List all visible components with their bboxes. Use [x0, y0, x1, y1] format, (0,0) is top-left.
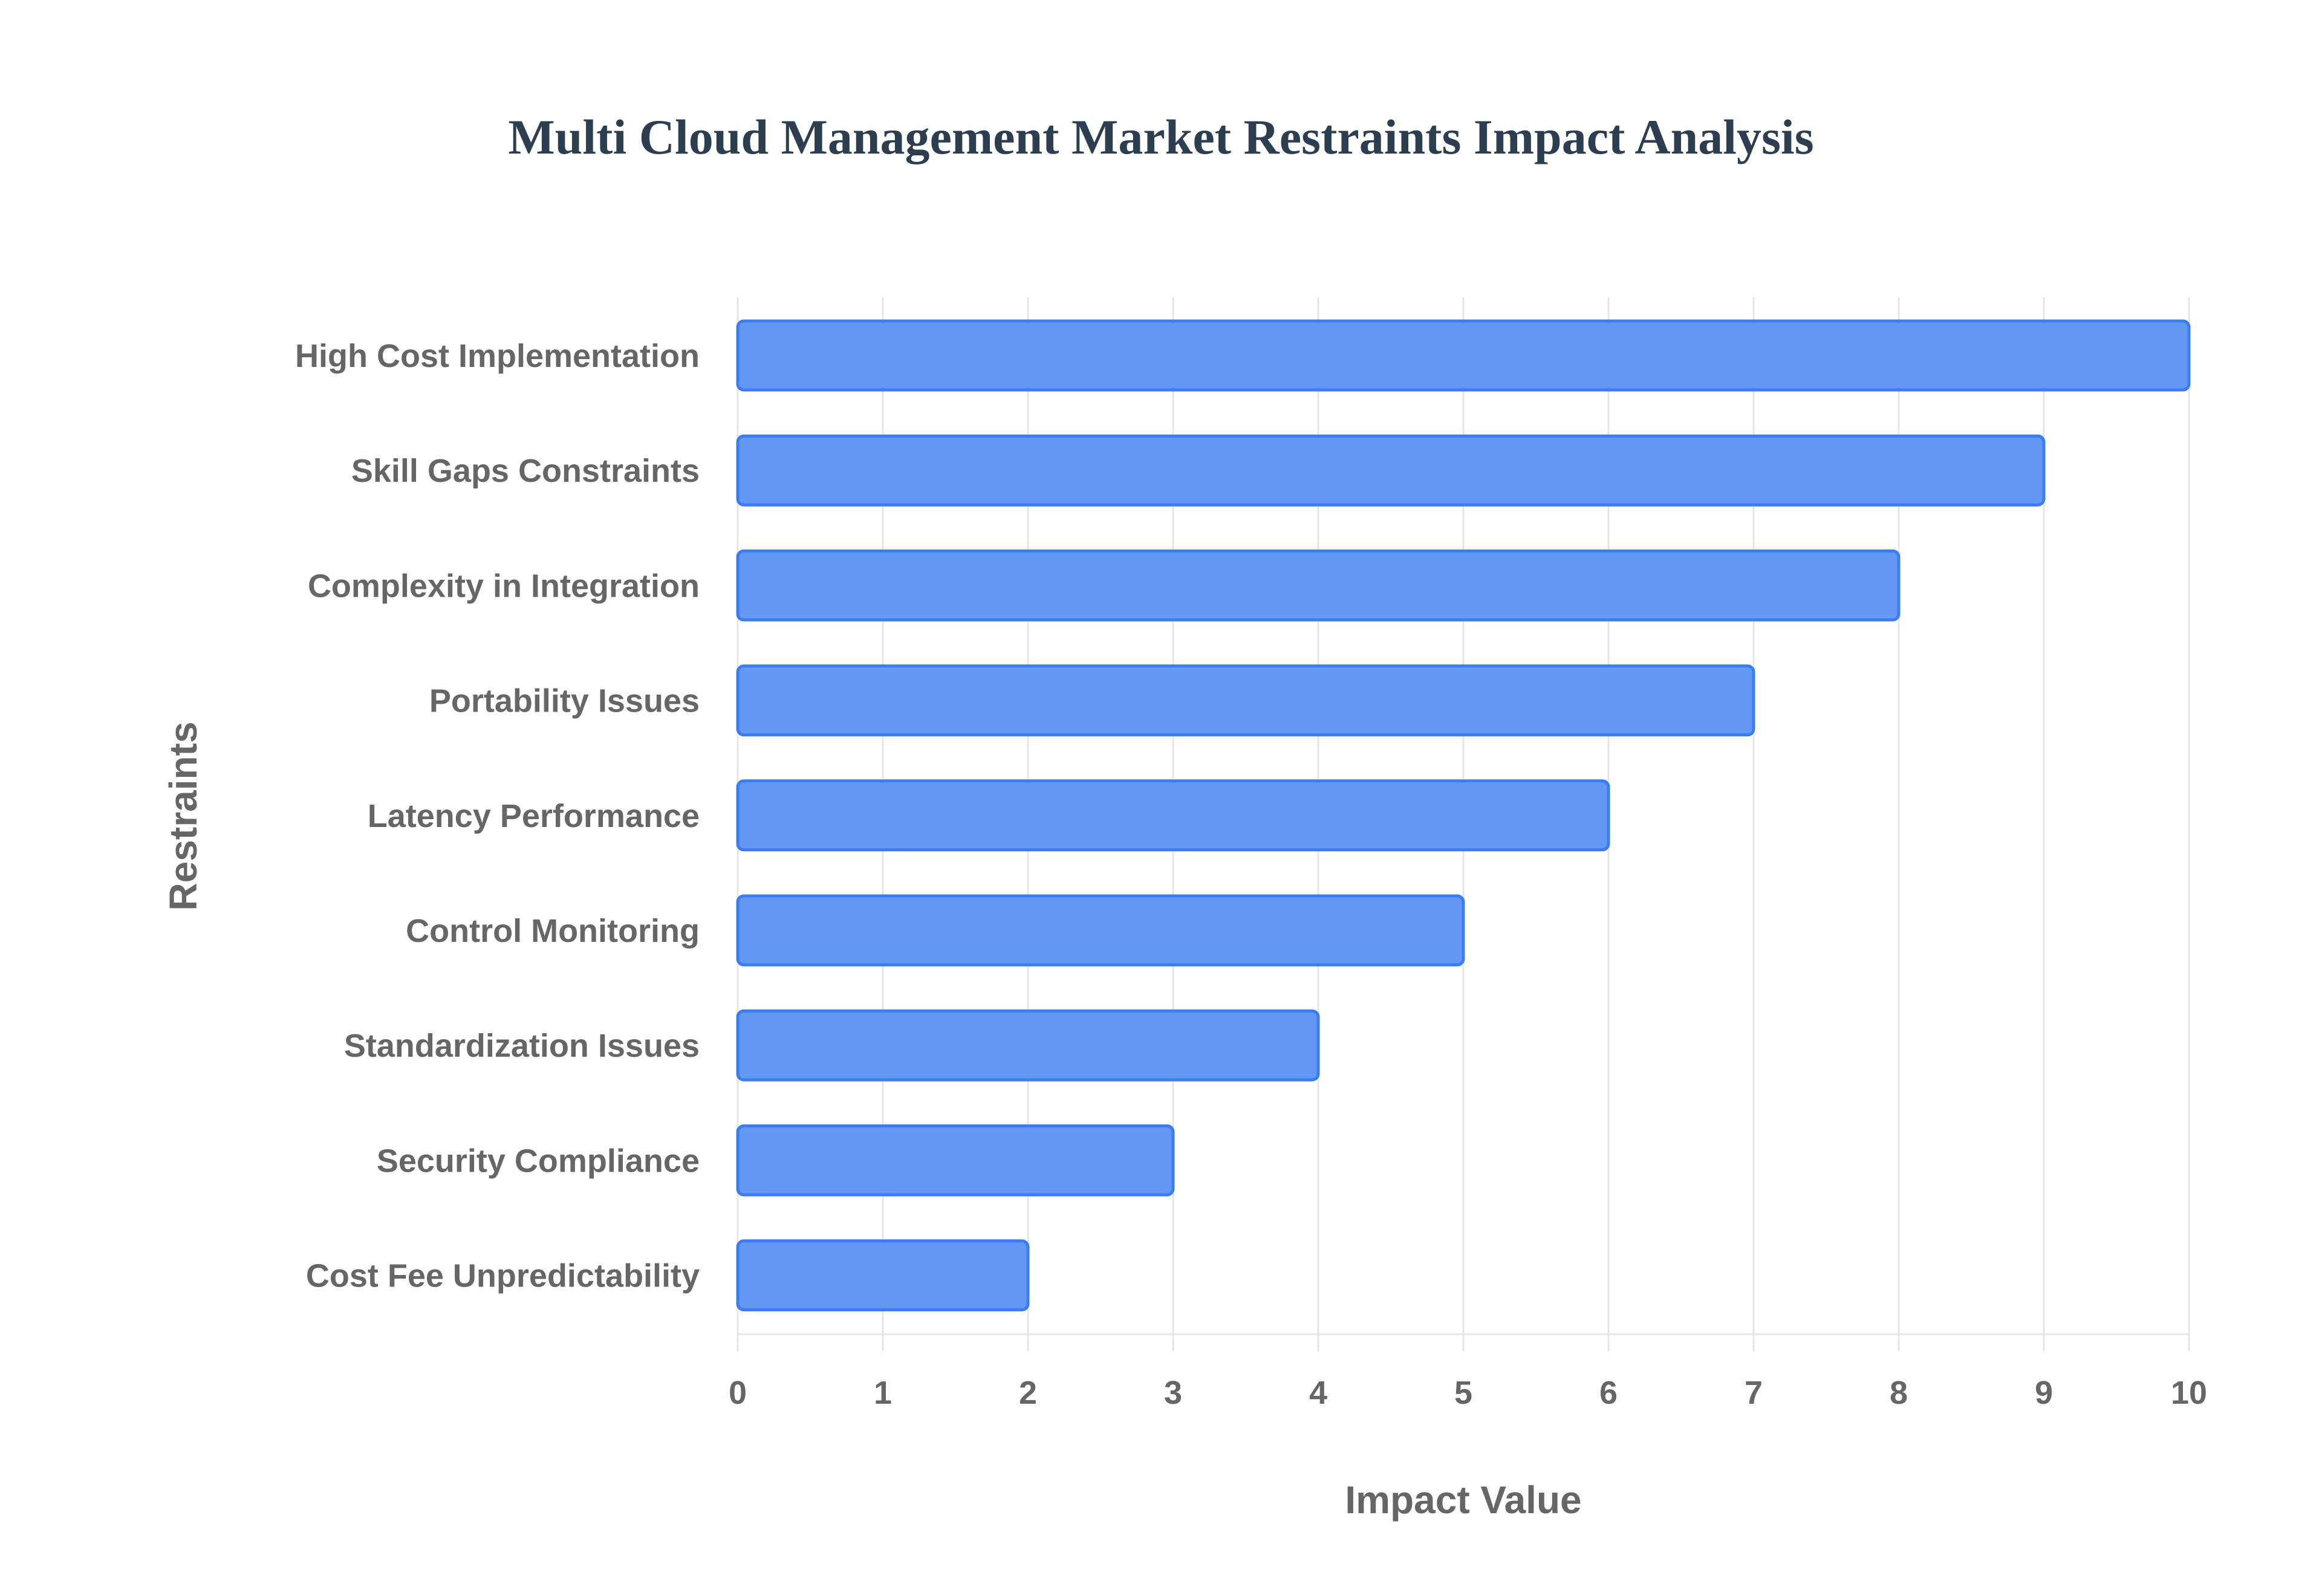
x-tick-label: 8 — [1890, 1375, 1908, 1411]
x-tick-label: 6 — [1599, 1375, 1618, 1411]
bar — [736, 434, 2046, 507]
bar — [736, 1239, 1030, 1312]
y-tick-label: Security Compliance — [377, 1143, 700, 1179]
y-tick-label: Standardization Issues — [344, 1028, 700, 1064]
y-tick-label: Cost Fee Unpredictability — [306, 1258, 700, 1294]
x-tick-label: 0 — [729, 1375, 747, 1411]
y-tick-label: Skill Gaps Constraints — [351, 453, 700, 489]
bar — [736, 664, 1755, 737]
chart-title: Multi Cloud Management Market Restraints… — [508, 109, 1814, 164]
x-tick-label: 10 — [2171, 1375, 2207, 1411]
bar — [736, 319, 2191, 392]
y-tick-label: Latency Performance — [368, 798, 700, 834]
x-tick-label: 9 — [2035, 1375, 2053, 1411]
bar — [736, 1124, 1175, 1196]
bar — [736, 1009, 1320, 1082]
bar — [736, 894, 1465, 967]
y-tick-label: High Cost Implementation — [295, 338, 700, 374]
x-tick-label: 1 — [874, 1375, 892, 1411]
y-axis-title: Restraints — [161, 722, 205, 911]
x-tick-label: 5 — [1454, 1375, 1472, 1411]
y-tick-label: Complexity in Integration — [308, 568, 700, 604]
y-tick-label: Portability Issues — [429, 683, 700, 719]
x-tick-label: 2 — [1019, 1375, 1037, 1411]
y-tick-label: Control Monitoring — [406, 913, 700, 949]
bar — [736, 549, 1901, 621]
x-tick-label: 4 — [1309, 1375, 1327, 1411]
x-axis-title: Impact Value — [1345, 1478, 1581, 1522]
x-tick-label: 7 — [1745, 1375, 1763, 1411]
x-tick-label: 3 — [1164, 1375, 1182, 1411]
bar — [736, 779, 1610, 852]
